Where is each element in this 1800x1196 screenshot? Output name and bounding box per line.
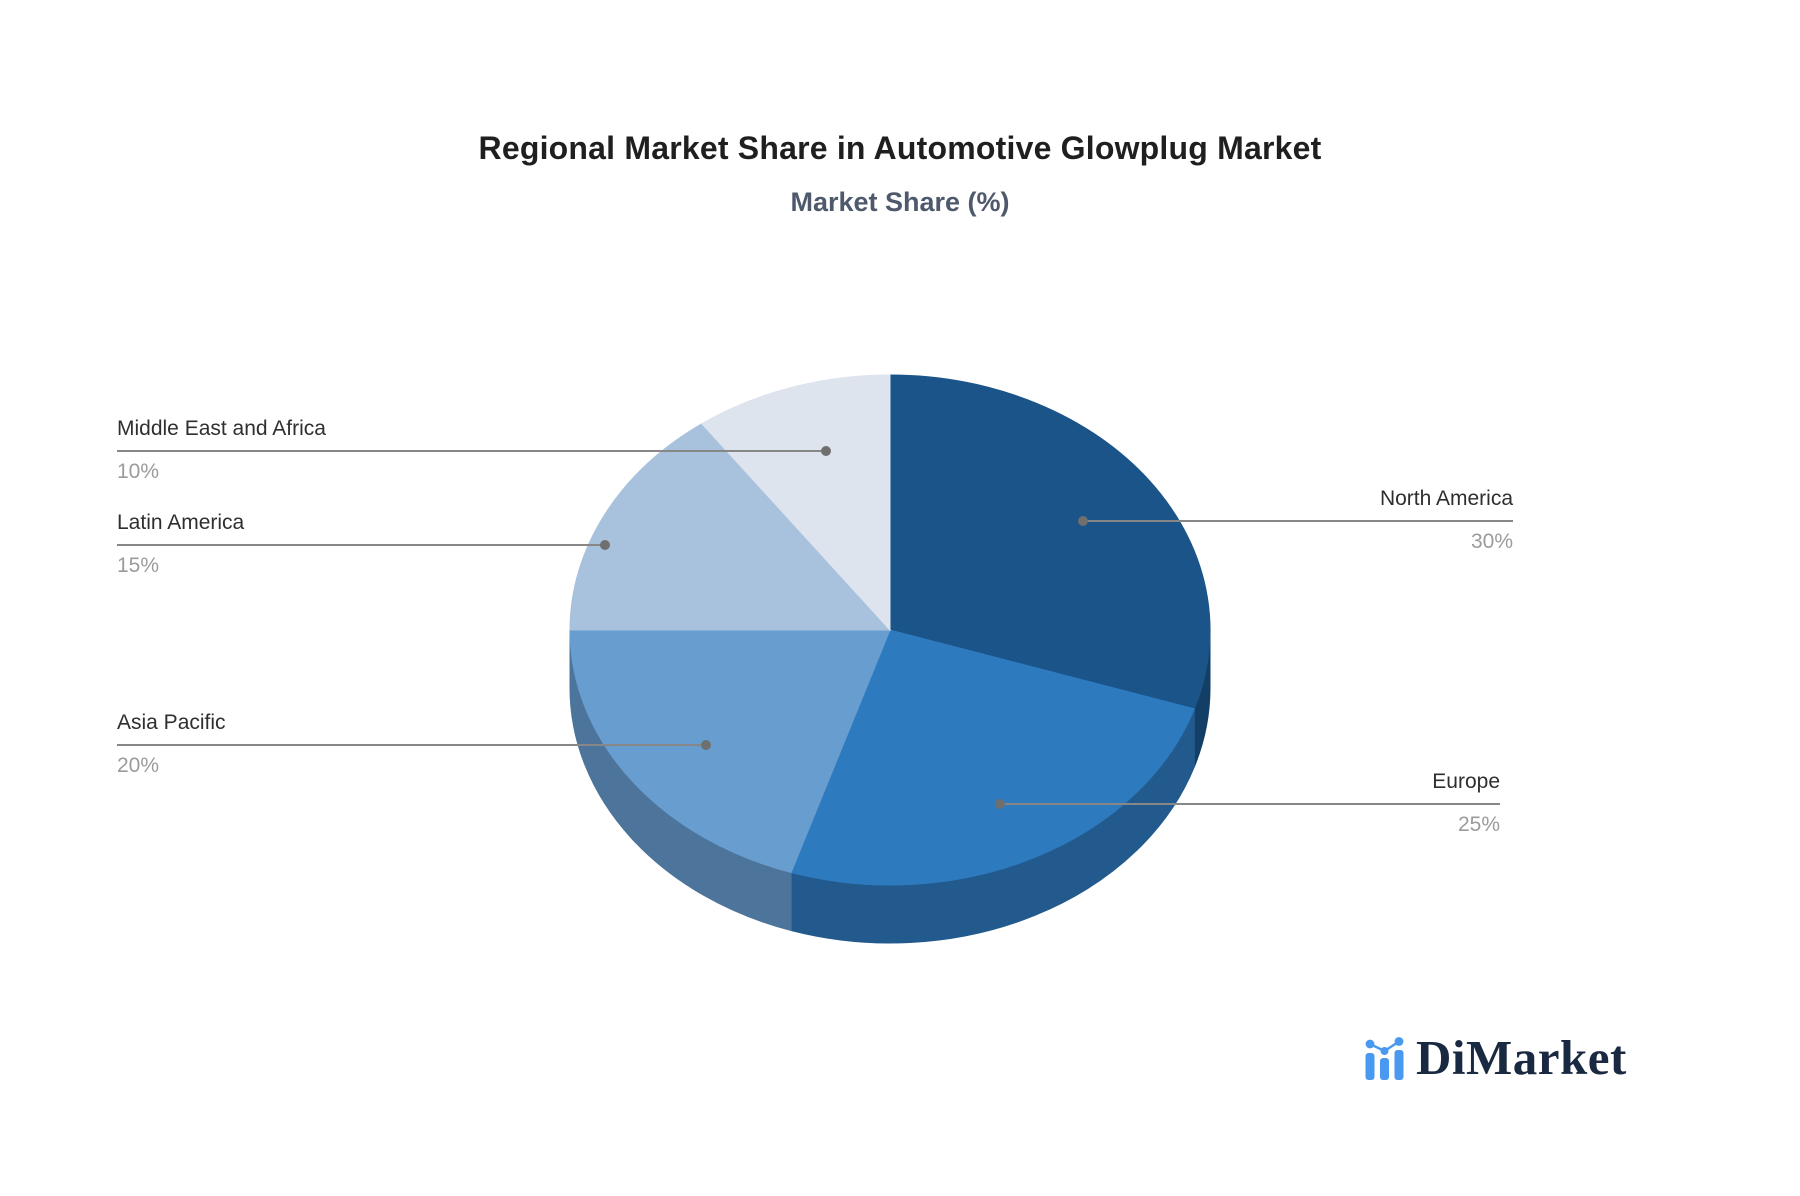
pie-slice-north-america[interactable] <box>889 374 1211 710</box>
value-asia-pacific: 20% <box>117 754 160 777</box>
label-europe: Europe <box>1432 770 1500 793</box>
pie-slice-latin-america[interactable] <box>569 423 892 631</box>
label-middle-east-and-africa: Middle East and Africa <box>117 417 326 440</box>
pie-slice-middle-east-and-africa[interactable] <box>701 374 891 632</box>
bar-line-chart-icon <box>1365 1037 1404 1080</box>
value-middle-east-and-africa: 10% <box>117 460 160 483</box>
brand-logo-text: DiMarket <box>1416 1030 1627 1085</box>
value-latin-america: 15% <box>117 554 160 577</box>
chart-subtitle: Market Share (%) <box>790 187 1010 217</box>
label-latin-america: Latin America <box>117 511 245 534</box>
label-dot-middle-east-and-africa <box>821 446 831 456</box>
pie-slice-asia-pacific[interactable] <box>569 629 891 874</box>
label-dot-latin-america <box>600 540 610 550</box>
pie-slice-europe[interactable] <box>790 629 1196 886</box>
label-north-america: North America <box>1379 487 1513 510</box>
label-dot-asia-pacific <box>701 740 711 750</box>
value-north-america: 30% <box>1470 530 1513 553</box>
label-asia-pacific: Asia Pacific <box>117 711 226 734</box>
value-europe: 25% <box>1457 813 1500 836</box>
label-dot-europe <box>995 799 1005 809</box>
chart-title: Regional Market Share in Automotive Glow… <box>478 130 1322 166</box>
brand-logo: DiMarket <box>1364 1032 1627 1084</box>
label-dot-north-america <box>1078 516 1088 526</box>
